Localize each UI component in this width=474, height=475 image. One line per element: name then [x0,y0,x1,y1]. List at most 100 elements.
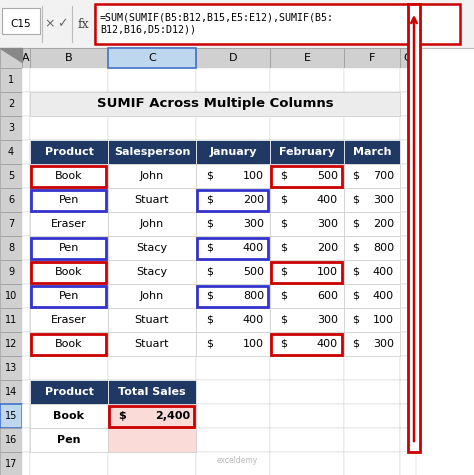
Bar [22,428,30,452]
Text: Product: Product [45,387,93,397]
Bar [30,332,108,356]
Bar [270,332,344,356]
Bar [30,116,108,140]
Bar [270,212,344,236]
Text: $: $ [206,339,213,349]
Text: Pen: Pen [57,435,81,445]
Bar [400,188,416,212]
Bar [108,428,196,452]
Bar [108,116,196,140]
Text: Book: Book [54,411,84,421]
Bar [196,116,270,140]
Text: 9: 9 [8,267,14,277]
Bar [108,404,196,428]
Bar [270,236,344,260]
Bar [270,284,344,308]
Bar [30,428,108,452]
Bar [0,116,22,140]
Bar [31,238,107,258]
Bar [344,236,400,260]
Bar [344,260,400,284]
Bar [344,284,400,308]
Text: $: $ [352,195,359,205]
Text: Pen: Pen [59,195,79,205]
Text: Total Sales: Total Sales [118,387,186,397]
Bar [270,452,344,475]
Bar [108,284,196,308]
Bar [108,164,196,188]
Bar [0,236,22,260]
Text: 300: 300 [373,195,394,205]
Bar [30,236,108,260]
Bar [344,212,400,236]
Bar [0,188,22,212]
Bar [196,140,270,164]
Bar [270,164,344,188]
Bar [196,188,270,212]
Text: $: $ [206,219,213,229]
Bar [272,262,343,283]
Bar [196,404,270,428]
Text: D: D [229,53,237,63]
Bar [270,260,344,284]
Text: 700: 700 [373,171,394,181]
Bar [30,284,108,308]
Bar [400,260,416,284]
Bar [0,308,22,332]
Bar [344,140,400,164]
Text: Book: Book [55,171,83,181]
Bar [0,260,22,284]
Bar [344,140,400,164]
Bar [22,140,30,164]
Bar [30,356,108,380]
Text: Salesperson: Salesperson [114,147,190,157]
Bar [270,404,344,428]
Bar [95,4,460,44]
Bar [408,4,420,452]
Bar [31,285,107,306]
Bar [108,404,196,428]
Bar [22,68,30,92]
Bar [108,380,196,404]
Text: 100: 100 [317,267,338,277]
Text: Book: Book [55,267,83,277]
Text: $: $ [206,195,213,205]
Text: SUMIF Across Multiple Columns: SUMIF Across Multiple Columns [97,97,333,111]
Bar [30,260,108,284]
Text: March: March [353,147,391,157]
Bar [344,380,400,404]
Bar [400,92,416,116]
Text: 7: 7 [8,219,14,229]
Text: 100: 100 [373,315,394,325]
Text: 10: 10 [5,291,17,301]
Text: 500: 500 [243,267,264,277]
Bar [270,140,344,164]
Bar [31,333,107,354]
Text: $: $ [352,171,359,181]
Bar [196,332,270,356]
Bar [109,406,194,427]
Bar [95,4,460,44]
Bar [270,48,344,68]
Bar [30,48,108,68]
Bar [196,452,270,475]
Text: $: $ [352,267,359,277]
Bar [22,452,30,475]
Text: 2: 2 [8,99,14,109]
Bar [22,308,30,332]
Text: 300: 300 [317,219,338,229]
Text: 15: 15 [5,411,17,421]
Text: 400: 400 [373,291,394,301]
Bar [344,236,400,260]
Text: E: E [303,53,310,63]
Text: $: $ [206,267,213,277]
Bar [0,380,22,404]
Text: B12,B16,D5:D12)): B12,B16,D5:D12)) [100,25,196,35]
Text: 400: 400 [373,267,394,277]
Text: Stuart: Stuart [135,195,169,205]
Text: A: A [22,53,30,63]
Text: $: $ [206,171,213,181]
Bar [108,260,196,284]
Bar [400,212,416,236]
Text: $: $ [352,243,359,253]
